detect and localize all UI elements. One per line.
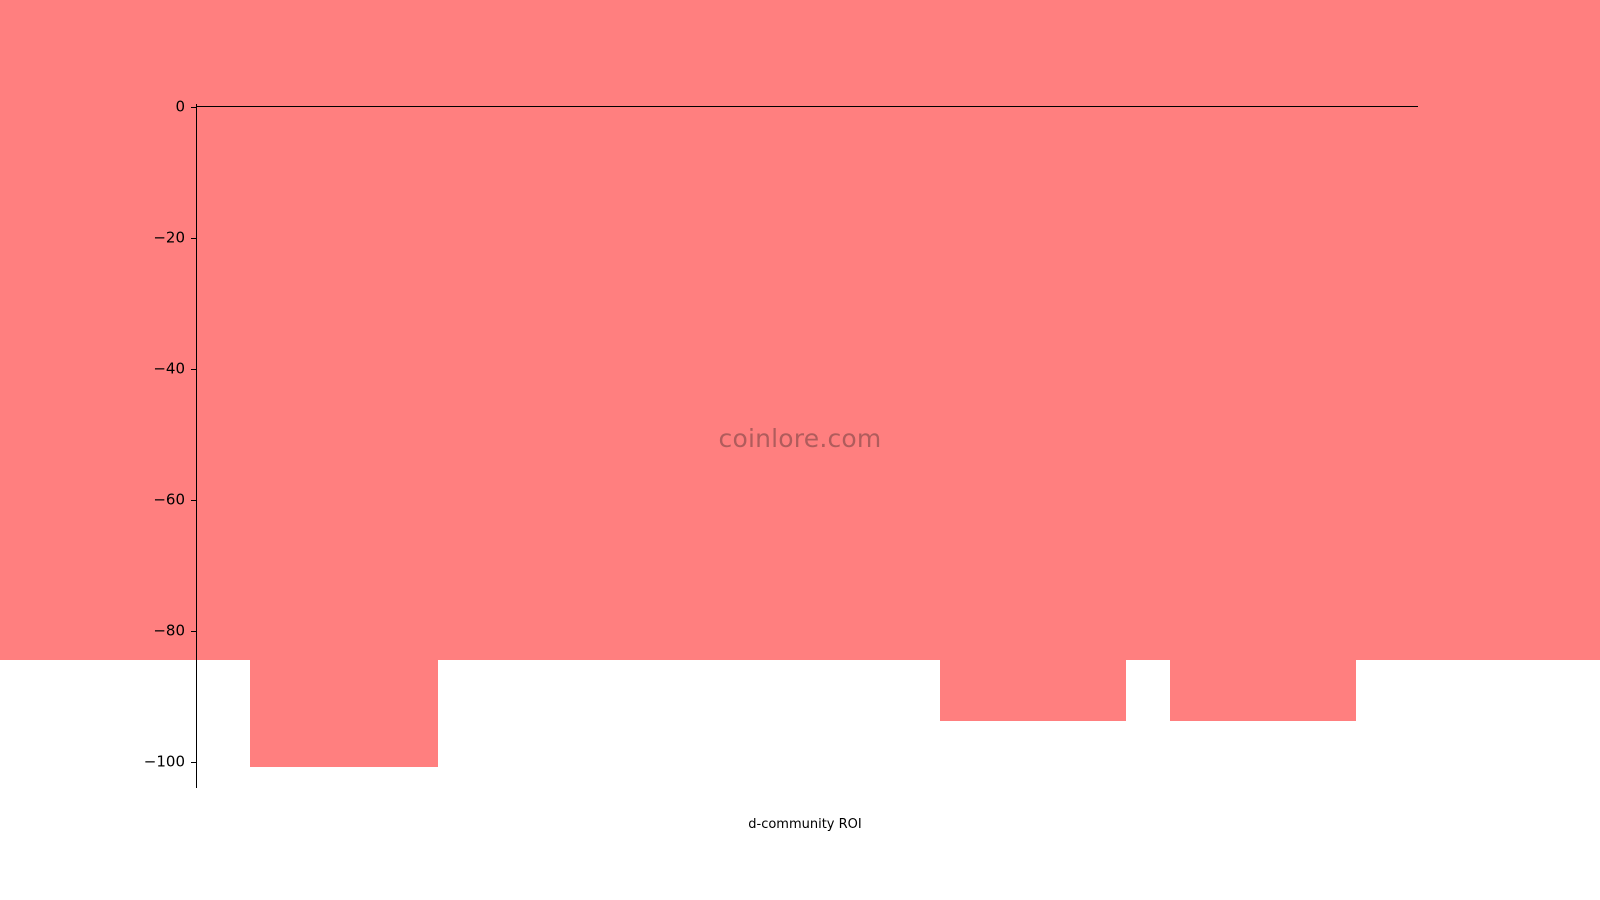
bar-series	[0, 0, 1600, 768]
y-tick-label-1: −20	[153, 228, 185, 247]
y-tick-2	[191, 369, 197, 370]
x-axis-label: d-community ROI	[748, 817, 862, 832]
bar-3[interactable]	[1170, 107, 1356, 721]
y-tick-label-4: −80	[153, 621, 185, 640]
y-tick-label-0: 0	[175, 97, 185, 116]
zero-baseline	[197, 106, 1418, 107]
y-tick-label-3: −60	[153, 490, 185, 509]
y-tick-0	[191, 107, 197, 108]
y-tick-label-2: −40	[153, 359, 185, 378]
y-tick-5	[191, 762, 197, 763]
y-tick-3	[191, 500, 197, 501]
y-tick-label-5: −100	[143, 752, 185, 771]
y-tick-1	[191, 238, 197, 239]
y-tick-4	[191, 631, 197, 632]
bar-0[interactable]	[250, 107, 438, 768]
bar-2[interactable]	[940, 107, 1126, 722]
bar-1[interactable]	[711, 107, 897, 599]
y-axis-spine	[196, 104, 197, 788]
